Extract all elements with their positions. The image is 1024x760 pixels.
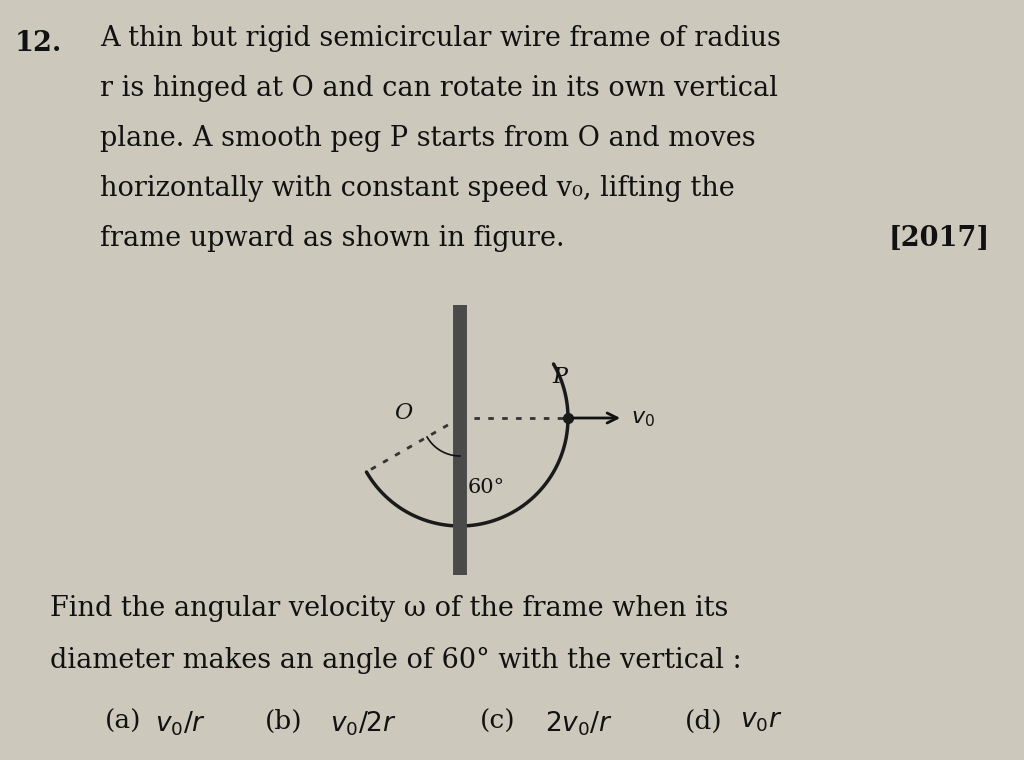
Text: [2017]: [2017] bbox=[889, 225, 990, 252]
Text: 60°: 60° bbox=[468, 478, 505, 497]
Text: plane. A smooth peg P starts from O and moves: plane. A smooth peg P starts from O and … bbox=[100, 125, 756, 152]
Text: O: O bbox=[394, 402, 412, 424]
Text: Find the angular velocity ω of the frame when its: Find the angular velocity ω of the frame… bbox=[50, 595, 728, 622]
Text: $v_0/2r$: $v_0/2r$ bbox=[330, 709, 397, 737]
Text: 12.: 12. bbox=[15, 30, 62, 57]
Text: P: P bbox=[553, 366, 567, 388]
Text: (a): (a) bbox=[105, 709, 141, 734]
Text: diameter makes an angle of 60° with the vertical :: diameter makes an angle of 60° with the … bbox=[50, 647, 741, 674]
Text: $v_0$: $v_0$ bbox=[631, 407, 655, 429]
Text: r is hinged at O and can rotate in its own vertical: r is hinged at O and can rotate in its o… bbox=[100, 75, 778, 102]
Text: $v_0/r$: $v_0/r$ bbox=[155, 709, 206, 737]
Text: frame upward as shown in figure.: frame upward as shown in figure. bbox=[100, 225, 564, 252]
Text: horizontally with constant speed v₀, lifting the: horizontally with constant speed v₀, lif… bbox=[100, 175, 735, 202]
Text: $v_0r$: $v_0r$ bbox=[740, 709, 782, 734]
Text: A thin but rigid semicircular wire frame of radius: A thin but rigid semicircular wire frame… bbox=[100, 25, 781, 52]
Text: (c): (c) bbox=[480, 709, 516, 734]
Text: (d): (d) bbox=[685, 709, 723, 734]
Text: (b): (b) bbox=[265, 709, 303, 734]
Text: $2v_0/r$: $2v_0/r$ bbox=[545, 709, 613, 737]
